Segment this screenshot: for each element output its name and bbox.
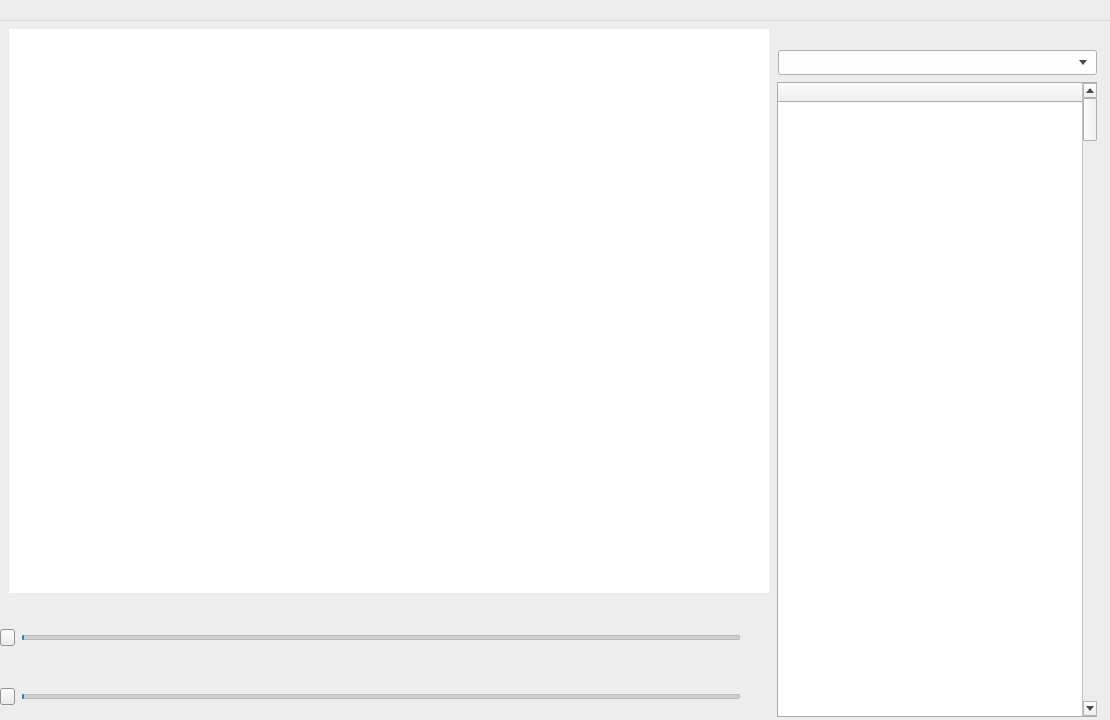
wireframe-3d-plot xyxy=(9,29,769,593)
chevron-down-icon xyxy=(1079,60,1087,65)
azimuth-slider-track[interactable] xyxy=(22,635,740,640)
elevation-slider-fill xyxy=(22,694,24,699)
scrollbar-thumb[interactable] xyxy=(1083,98,1097,141)
azimuth-slider-fill xyxy=(22,635,24,640)
arrow-down-icon xyxy=(1086,706,1094,711)
scroll-down-button[interactable] xyxy=(1083,701,1097,716)
arrow-up-icon xyxy=(1086,88,1094,93)
elevation-slider[interactable] xyxy=(0,687,780,707)
figure-canvas xyxy=(9,29,769,593)
table-scrollbar[interactable] xyxy=(1082,83,1097,716)
scroll-up-button[interactable] xyxy=(1083,83,1097,98)
elevation-slider-track[interactable] xyxy=(22,694,740,699)
elevation-slider-thumb[interactable] xyxy=(0,688,15,705)
azimuth-slider-thumb[interactable] xyxy=(0,629,15,646)
plot-type-combobox[interactable] xyxy=(778,50,1097,75)
menubar xyxy=(0,0,1110,21)
azimuth-slider[interactable] xyxy=(0,628,780,648)
data-table xyxy=(777,82,1097,717)
table-header-row xyxy=(778,83,1096,102)
